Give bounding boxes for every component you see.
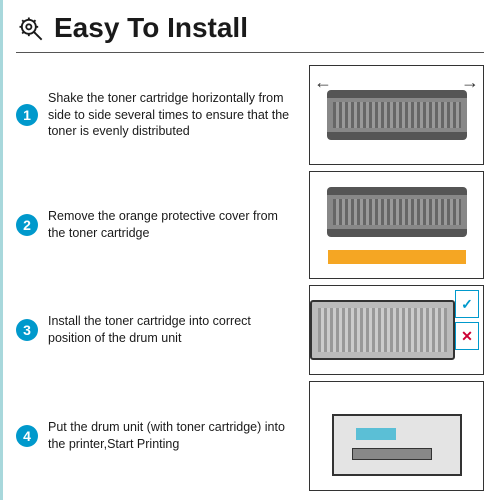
- step-illustration-drum: ✓ ✕: [309, 285, 484, 375]
- orange-cover: [328, 250, 466, 264]
- title-divider: [16, 52, 484, 53]
- step-illustration-shake: ← →: [309, 65, 484, 165]
- cross-icon: ✕: [455, 322, 479, 350]
- step-number: 4: [16, 425, 38, 447]
- step-illustration-printer: [309, 381, 484, 491]
- step-2: 2 Remove the orange protective cover fro…: [16, 171, 484, 279]
- step-text: Put the drum unit (with toner cartridge)…: [48, 419, 299, 453]
- step-number: 2: [16, 214, 38, 236]
- step-4: 4 Put the drum unit (with toner cartridg…: [16, 381, 484, 491]
- step-illustration-cover: [309, 171, 484, 279]
- page-title: Easy To Install: [54, 12, 248, 44]
- title-row: Easy To Install: [16, 12, 484, 44]
- step-text: Remove the orange protective cover from …: [48, 208, 299, 242]
- step-number: 1: [16, 104, 38, 126]
- check-icon: ✓: [455, 290, 479, 318]
- step-3: 3 Install the toner cartridge into corre…: [16, 285, 484, 375]
- step-1: 1 Shake the toner cartridge horizontally…: [16, 65, 484, 165]
- install-icon: [16, 14, 44, 42]
- step-number: 3: [16, 319, 38, 341]
- step-text: Install the toner cartridge into correct…: [48, 313, 299, 347]
- step-text: Shake the toner cartridge horizontally f…: [48, 90, 299, 141]
